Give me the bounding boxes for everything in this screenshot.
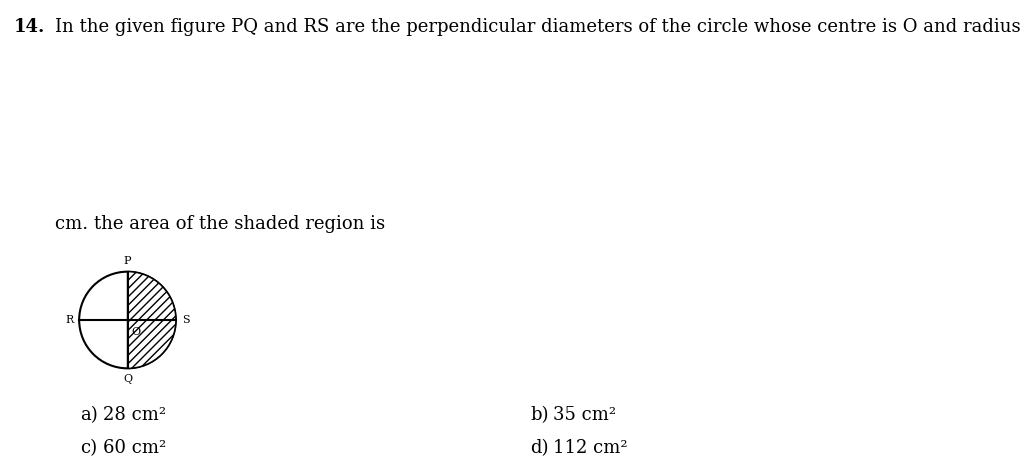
- Wedge shape: [128, 272, 176, 320]
- Text: a): a): [80, 406, 97, 424]
- Text: R: R: [66, 315, 74, 325]
- Text: Q: Q: [123, 374, 132, 384]
- Wedge shape: [128, 320, 176, 368]
- Text: 14.: 14.: [14, 18, 45, 36]
- Text: P: P: [124, 256, 131, 266]
- Text: 60 cm²: 60 cm²: [103, 439, 166, 457]
- Text: In the given figure PQ and RS are the perpendicular diameters of the circle whos: In the given figure PQ and RS are the pe…: [55, 18, 1024, 36]
- Text: O: O: [131, 327, 140, 337]
- Text: 112 cm²: 112 cm²: [553, 439, 628, 457]
- Text: c): c): [80, 439, 97, 457]
- Text: cm. the area of the shaded region is: cm. the area of the shaded region is: [55, 215, 385, 233]
- Text: b): b): [530, 406, 549, 424]
- Text: S: S: [181, 315, 189, 325]
- Text: 28 cm²: 28 cm²: [103, 406, 166, 424]
- Text: 35 cm²: 35 cm²: [553, 406, 616, 424]
- Text: d): d): [530, 439, 549, 457]
